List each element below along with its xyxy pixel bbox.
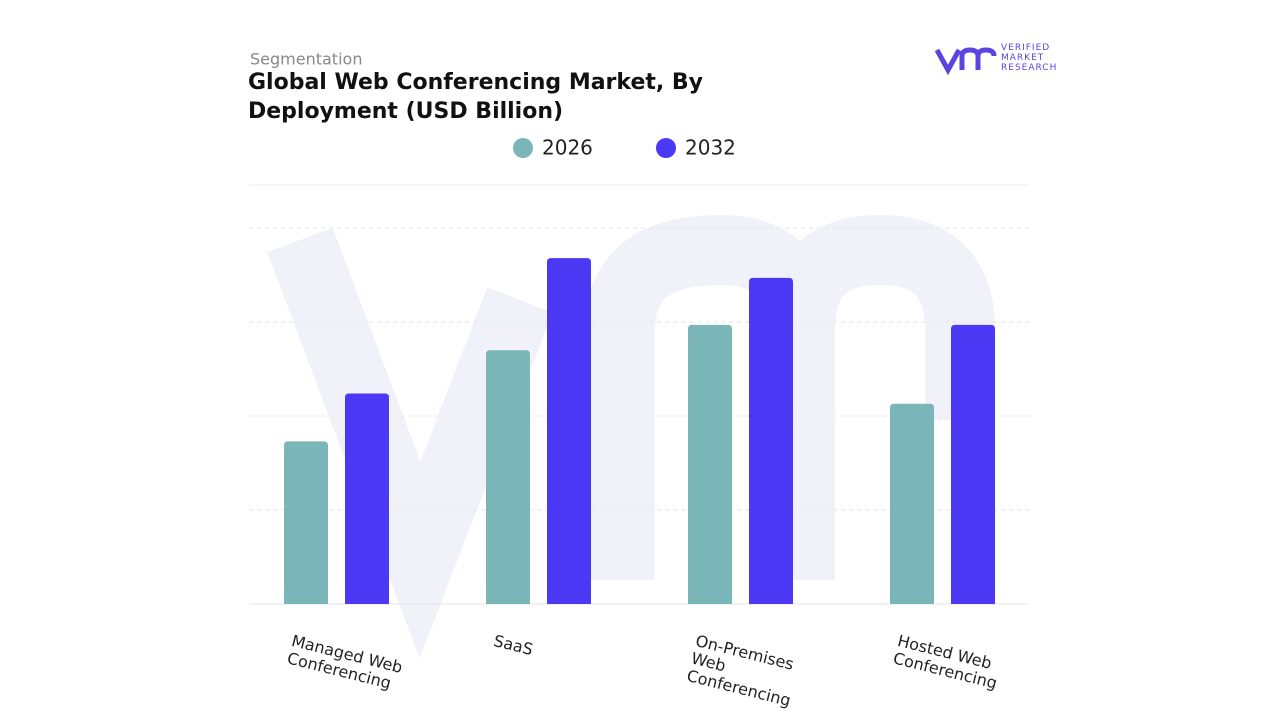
watermark: [267, 214, 995, 659]
bar: [547, 258, 591, 604]
legend-swatch: [513, 138, 533, 158]
legend-label: 2026: [542, 136, 593, 160]
bar: [688, 324, 732, 604]
logo-mark: [934, 47, 997, 76]
logo-text: MARKET: [1001, 53, 1044, 63]
legend-label: 2032: [685, 136, 736, 160]
logo-text: VERIFIED: [1001, 43, 1050, 53]
bar: [284, 441, 328, 604]
subtitle: Segmentation: [250, 50, 362, 69]
bar: [890, 403, 934, 604]
bar: [486, 350, 530, 604]
legend-swatch: [656, 138, 676, 158]
bar: [345, 393, 389, 604]
title-box: Global Web Conferencing Market, By Deplo…: [248, 70, 704, 124]
bar: [951, 324, 995, 604]
logo-text: RESEARCH: [1001, 63, 1057, 73]
chart-title: Global Web Conferencing Market, By Deplo…: [248, 70, 704, 124]
logo: VERIFIED MARKET RESEARCH: [934, 43, 1057, 76]
bar: [749, 277, 793, 604]
